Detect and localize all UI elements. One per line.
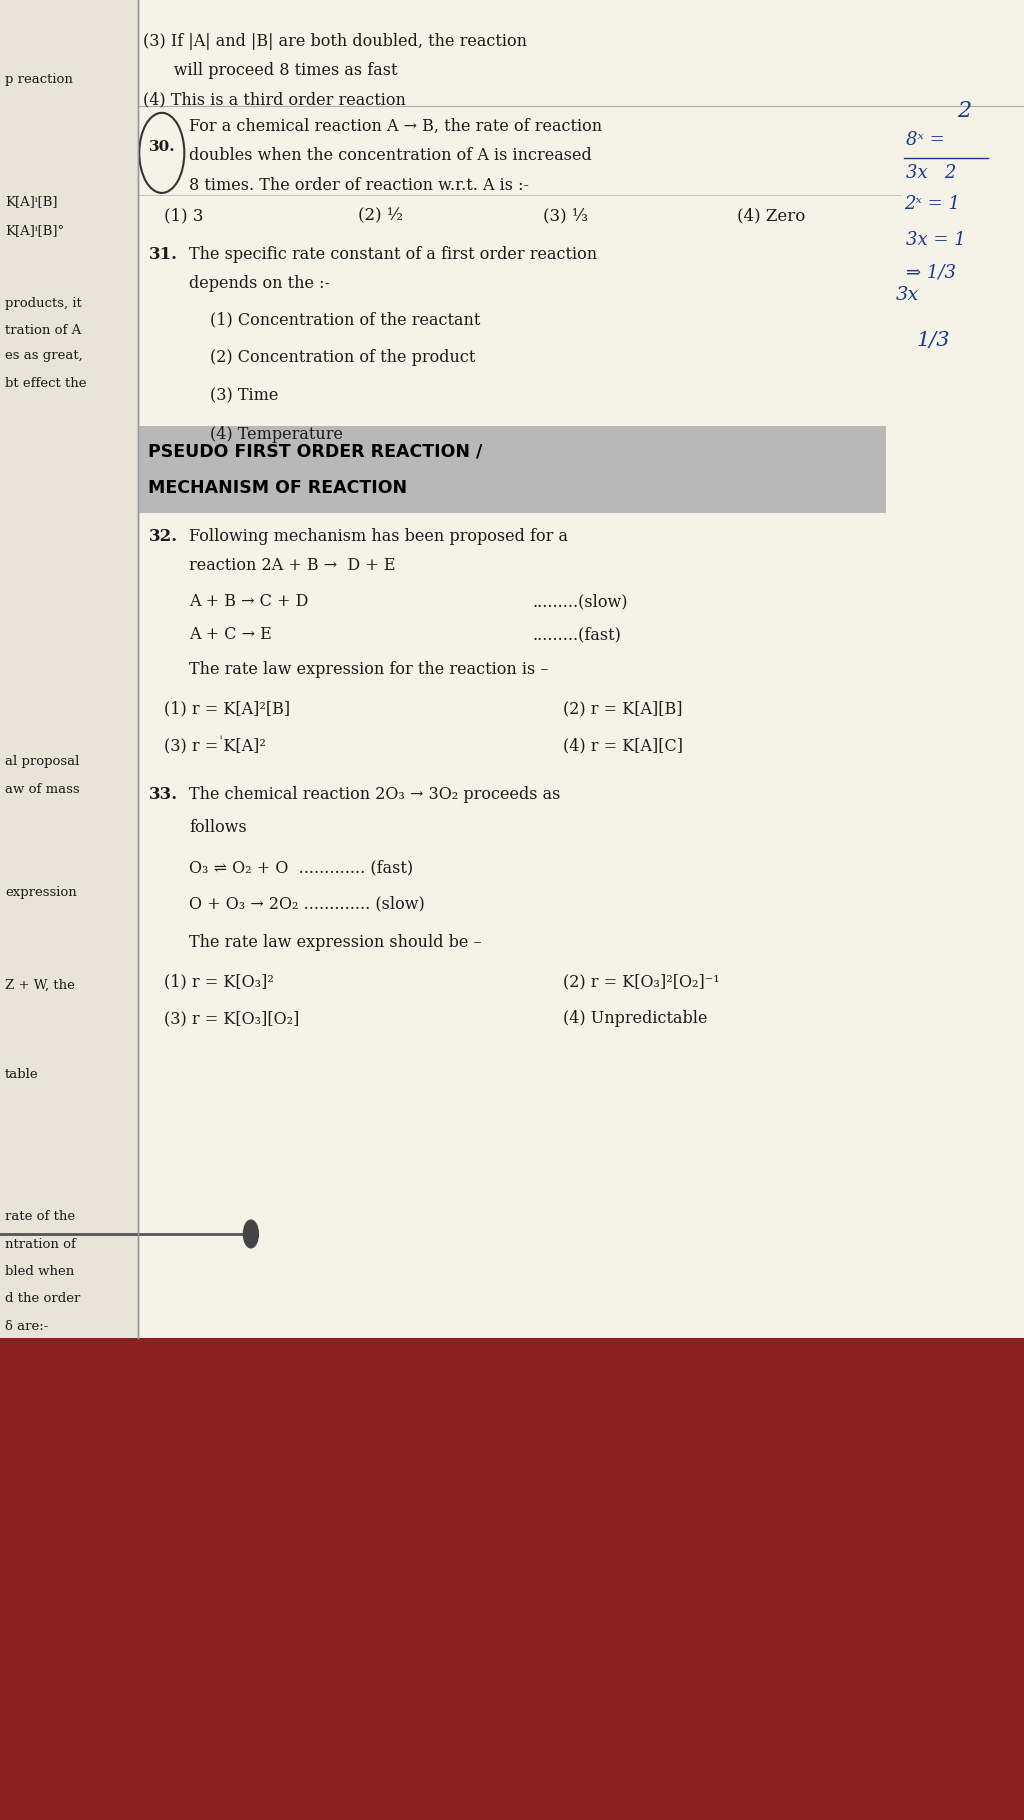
Text: ntration of: ntration of	[5, 1238, 76, 1250]
Text: p reaction: p reaction	[5, 73, 73, 86]
Bar	[138, 426, 886, 513]
Text: (3) ⅓: (3) ⅓	[543, 207, 588, 224]
Text: (1) Concentration of the reactant: (1) Concentration of the reactant	[210, 311, 480, 328]
Text: 1/3: 1/3	[916, 331, 950, 349]
Text: 3x = 1: 3x = 1	[906, 231, 966, 249]
Text: (4) Zero: (4) Zero	[737, 207, 806, 224]
Text: (1) r = K[O₃]²: (1) r = K[O₃]²	[164, 974, 273, 990]
Text: .........(slow): .........(slow)	[532, 593, 628, 610]
Text: (4) r = K[A][C]: (4) r = K[A][C]	[563, 737, 683, 753]
Text: (2) r = K[A][B]: (2) r = K[A][B]	[563, 701, 683, 717]
Bar	[0, 1228, 1024, 1338]
Text: 3x   2: 3x 2	[906, 164, 956, 182]
Text: d the order: d the order	[5, 1292, 81, 1305]
Bar	[0, 0, 1024, 1338]
Text: A + B → C + D: A + B → C + D	[189, 593, 309, 610]
Text: (1) 3: (1) 3	[164, 207, 204, 224]
Text: ⇒ 1/3: ⇒ 1/3	[906, 264, 956, 282]
Text: 8 times. The order of reaction w.r.t. A is :-: 8 times. The order of reaction w.r.t. A …	[189, 177, 529, 193]
Text: O₃ ⇌ O₂ + O  ............. (fast): O₃ ⇌ O₂ + O ............. (fast)	[189, 859, 414, 875]
Text: K[A]ⁱ[B]°: K[A]ⁱ[B]°	[5, 224, 65, 237]
Text: MECHANISM OF REACTION: MECHANISM OF REACTION	[148, 479, 408, 497]
Text: table: table	[5, 1068, 39, 1081]
Text: For a chemical reaction A → B, the rate of reaction: For a chemical reaction A → B, the rate …	[189, 118, 602, 135]
Text: expression: expression	[5, 886, 77, 899]
Text: (3) r = K[O₃][O₂]: (3) r = K[O₃][O₂]	[164, 1010, 299, 1026]
Text: (4) This is a third order reaction: (4) This is a third order reaction	[143, 91, 407, 107]
Bar	[0, 0, 138, 1338]
Text: (1) r = K[A]²[B]: (1) r = K[A]²[B]	[164, 701, 290, 717]
Text: 3x: 3x	[896, 286, 920, 304]
Text: doubles when the concentration of A is increased: doubles when the concentration of A is i…	[189, 147, 592, 164]
Text: 32.: 32.	[148, 528, 177, 544]
Text: Z + W, the: Z + W, the	[5, 979, 75, 992]
Text: Following mechanism has been proposed for a: Following mechanism has been proposed fo…	[189, 528, 568, 544]
Text: A + C → E: A + C → E	[189, 626, 272, 642]
Text: will proceed 8 times as fast: will proceed 8 times as fast	[143, 62, 398, 78]
Text: (4) Temperature: (4) Temperature	[210, 426, 343, 442]
Text: 33.: 33.	[148, 786, 177, 803]
Text: The specific rate constant of a first order reaction: The specific rate constant of a first or…	[189, 246, 598, 262]
Text: K[A]ⁱ[B]: K[A]ⁱ[B]	[5, 195, 57, 207]
Text: aw of mass: aw of mass	[5, 783, 80, 795]
Text: tration of A: tration of A	[5, 324, 81, 337]
Text: 31.: 31.	[148, 246, 177, 262]
Text: 8ˣ =: 8ˣ =	[906, 131, 945, 149]
Text: .........(fast): .........(fast)	[532, 626, 622, 642]
Text: PSEUDO FIRST ORDER REACTION /: PSEUDO FIRST ORDER REACTION /	[148, 442, 483, 460]
Text: δ are:-: δ are:-	[5, 1320, 48, 1332]
FancyBboxPatch shape	[0, 0, 1024, 1310]
Text: (3) Time: (3) Time	[210, 388, 279, 404]
Text: follows: follows	[189, 819, 247, 835]
Text: The chemical reaction 2O₃ → 3O₂ proceeds as: The chemical reaction 2O₃ → 3O₂ proceeds…	[189, 786, 561, 803]
Text: (4) Unpredictable: (4) Unpredictable	[563, 1010, 708, 1026]
Circle shape	[243, 1219, 259, 1249]
Text: reaction 2A + B →  D + E: reaction 2A + B → D + E	[189, 557, 396, 573]
Text: 2: 2	[957, 100, 972, 122]
FancyBboxPatch shape	[0, 0, 1024, 1310]
Text: 2ˣ = 1: 2ˣ = 1	[904, 195, 961, 213]
Text: bt effect the: bt effect the	[5, 377, 87, 389]
Text: The rate law expression for the reaction is –: The rate law expression for the reaction…	[189, 661, 549, 677]
Text: products, it: products, it	[5, 297, 82, 309]
Text: (3) r = K[A]²: (3) r = K[A]²	[164, 737, 265, 753]
Text: al proposal: al proposal	[5, 755, 80, 768]
Text: rate of the: rate of the	[5, 1210, 75, 1223]
Text: O + O₃ → 2O₂ ............. (slow): O + O₃ → 2O₂ ............. (slow)	[189, 895, 425, 912]
Text: The rate law expression should be –: The rate law expression should be –	[189, 934, 482, 950]
Text: 30.: 30.	[148, 140, 175, 155]
Text: (3) If |A| and |B| are both doubled, the reaction: (3) If |A| and |B| are both doubled, the…	[143, 33, 527, 49]
Text: (2) Concentration of the product: (2) Concentration of the product	[210, 349, 475, 366]
Text: es as great,: es as great,	[5, 349, 83, 362]
Text: depends on the :-: depends on the :-	[189, 275, 331, 291]
Text: (2) ½: (2) ½	[358, 207, 403, 224]
Text: (2) r = K[O₃]²[O₂]⁻¹: (2) r = K[O₃]²[O₂]⁻¹	[563, 974, 720, 990]
Text: ⁱ: ⁱ	[220, 735, 222, 744]
Text: bled when: bled when	[5, 1265, 75, 1278]
